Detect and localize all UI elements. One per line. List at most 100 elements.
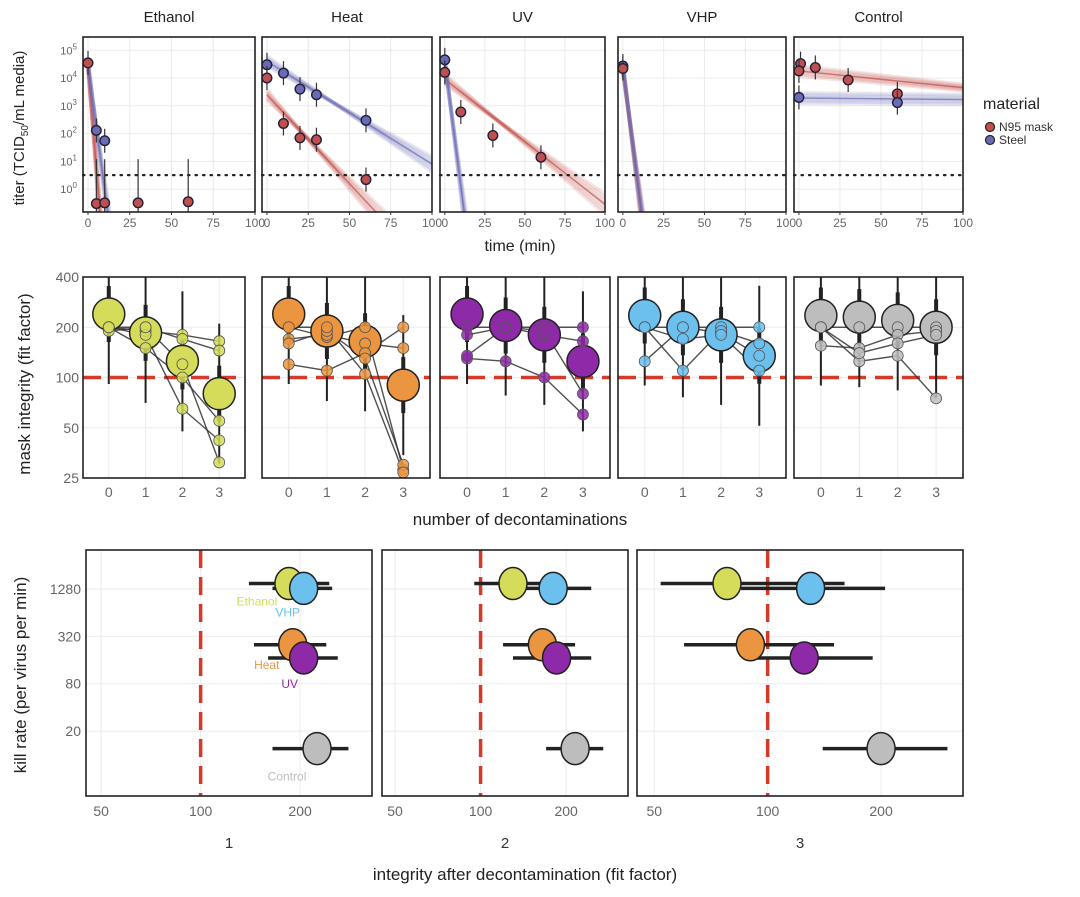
data-point-n95-mask [132,197,144,209]
replicate-point [176,402,189,415]
legend-key-steel [984,134,996,146]
replicate-point [538,325,551,337]
x-tick-label: 50 [93,803,109,819]
regression-bands [798,63,963,107]
replicate-point [638,355,651,368]
replicate-point [753,349,766,362]
replicate-line [108,326,220,463]
regression-band-n95-mask [265,88,371,212]
replicate-point [753,337,766,350]
mean-point [202,376,236,411]
replicate-line [466,326,584,342]
regression-line-steel [266,60,432,165]
replicate-point [102,321,115,334]
replicate-point [577,408,589,421]
facet-title: UV [512,9,533,26]
x-tick-label: 0 [441,216,448,230]
legend-label-n95: N95 mask [999,120,1054,134]
y-tick-label: 104 [60,70,77,85]
facet-title: Ethanol [144,9,195,26]
x-tick-label: 25 [302,216,316,230]
point-ethanol [498,566,528,601]
y-tick-label: 100 [60,181,77,196]
replicate-point [930,392,943,405]
replicate-line [820,330,937,349]
regression-band-steel [798,92,963,99]
replicate-point [930,328,943,341]
data-point-steel [294,83,306,95]
replicate-line [108,326,220,352]
titer-xlabel: time (min) [484,238,555,255]
x-tick-label: 3 [215,484,223,500]
y-tick-label: 400 [56,269,80,285]
mean-point [566,344,600,379]
y-tick-label: 50 [63,420,79,436]
regression-band-steel [265,54,432,174]
y-tick-label: 25 [63,470,79,486]
replicate-point [753,364,766,377]
regression-band-n95-mask [798,65,963,88]
panel-border [793,276,964,479]
replicate-point [461,328,473,341]
integrity-facet-uv: 0 1 2 3 [439,276,611,500]
x-tick-label: 50 [343,216,357,230]
x-tick-label: 1 [855,484,863,500]
panel-border [439,276,611,479]
replicate-point [499,355,512,368]
x-tick-label: 0 [85,216,92,230]
y-tick-label: 1280 [50,581,81,597]
point-control [302,731,332,766]
regression-band-n95-mask [443,72,605,212]
treatment-label-vhp: VHP [275,605,300,619]
data-point-n95-mask [455,106,467,118]
replicate-point [282,321,295,334]
data-point-steel [360,114,372,126]
replicate-point [282,358,295,371]
replicate-point [753,321,766,334]
y-tick-label: 105 [60,42,77,57]
data-point-steel [277,67,289,79]
facet-title: Control [854,9,902,26]
legend-title: material [983,96,1040,113]
replicate-line [288,330,404,466]
data-point-n95-mask [99,197,111,209]
point-control [560,731,590,766]
regression-band-n95-mask [798,67,963,89]
point-vhp [795,571,826,606]
data-point-steel [891,97,903,109]
panel-border [261,276,431,479]
replicate-line [644,326,760,372]
x-tick-label: 50 [165,216,179,230]
data-point-steel [793,91,805,103]
regression-band-n95-mask [798,63,963,87]
treatment-label-ethanol: Ethanol [237,595,278,609]
replicate-point [139,342,152,355]
replicate-point [677,333,689,345]
treatment-label-control: Control [268,770,307,784]
facet-title: VHP [687,9,718,26]
x-tick-label: 50 [518,216,532,230]
data-point-n95-mask [294,132,306,144]
regression-band-n95-mask [443,74,605,212]
titer-facet-heat: Heat 0 25 50 75 100 [260,9,442,230]
x-tick-label: 0 [620,216,627,230]
panel-border [82,276,246,479]
titer-facet-vhp: VHP 0 25 50 75 100 [616,9,796,230]
x-tick-label: 3 [579,484,587,500]
data-point-n95-mask [809,61,821,73]
regression-line-n95-mask [798,70,963,89]
integrity-facet-ethanol: 0 1 2 3 [82,276,246,500]
integrity-facet-vhp: 0 1 2 3 [617,276,787,500]
killrate-ylabel: kill rate (per virus per min) [11,577,30,774]
panel-border [617,36,787,213]
integrity-facet-heat: 0 1 2 3 [261,276,431,500]
replicate-point [282,337,295,350]
integrity-facet-control: 0 1 2 3 [793,276,964,500]
integrity-ylabel: mask integrity (fit factor) [15,293,34,474]
point-uv [789,641,819,675]
y-tick-label: 103 [60,98,77,113]
x-tick-label: 100 [189,803,213,819]
x-tick-label: 0 [105,484,113,500]
x-tick-label: 0 [463,484,471,500]
